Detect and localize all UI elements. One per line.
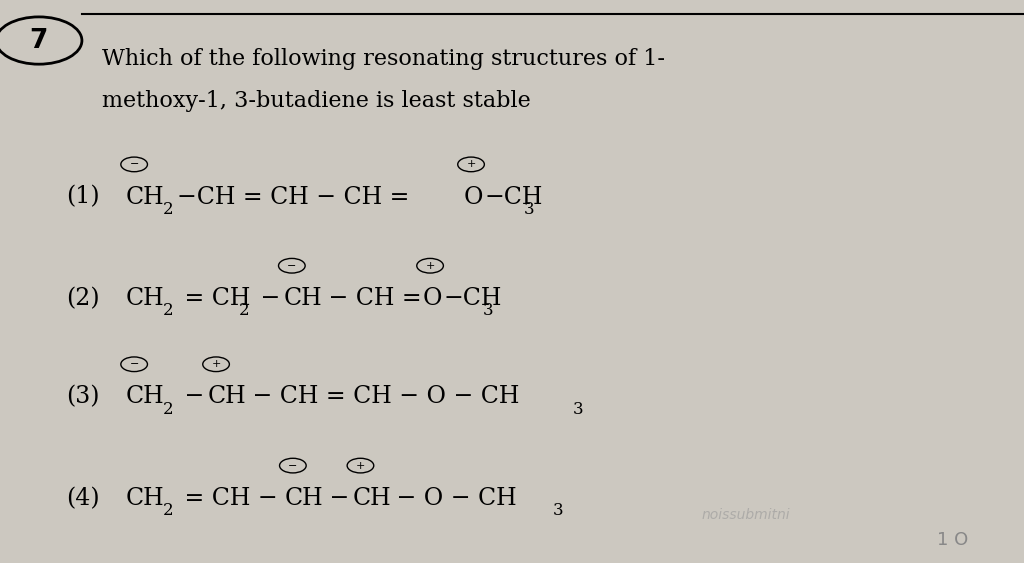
- Text: = CH: = CH: [177, 287, 251, 310]
- Text: 2: 2: [239, 302, 249, 319]
- Text: (4): (4): [67, 487, 100, 510]
- Text: 2: 2: [163, 401, 173, 418]
- Text: = CH −: = CH −: [177, 487, 286, 510]
- Text: (2): (2): [67, 287, 100, 310]
- Text: 3: 3: [572, 401, 583, 418]
- Text: −CH: −CH: [443, 287, 502, 310]
- Text: methoxy-1, 3-butadiene is least stable: methoxy-1, 3-butadiene is least stable: [102, 90, 531, 113]
- Text: 1 O: 1 O: [937, 531, 969, 549]
- Text: (3): (3): [67, 386, 100, 408]
- Text: Which of the following resonating structures of 1-: Which of the following resonating struct…: [102, 48, 666, 70]
- Text: 3: 3: [523, 201, 534, 218]
- Text: − O − CH: − O − CH: [389, 487, 517, 510]
- Text: − CH = CH − O − CH: − CH = CH − O − CH: [245, 386, 519, 408]
- Text: CH: CH: [352, 487, 391, 510]
- Text: CH: CH: [284, 287, 323, 310]
- Text: −: −: [129, 159, 139, 169]
- Text: CH: CH: [208, 386, 247, 408]
- Text: 7: 7: [30, 28, 48, 53]
- Text: O: O: [423, 287, 442, 310]
- Text: − CH =: − CH =: [321, 287, 429, 310]
- Text: −: −: [288, 461, 298, 471]
- Text: CH: CH: [126, 487, 165, 510]
- Text: 2: 2: [163, 502, 173, 519]
- Text: 2: 2: [163, 302, 173, 319]
- Text: CH: CH: [126, 186, 165, 208]
- Text: −: −: [253, 287, 288, 310]
- Text: +: +: [466, 159, 476, 169]
- Text: noissubmitni: noissubmitni: [701, 508, 791, 522]
- Text: +: +: [211, 359, 221, 369]
- Text: CH: CH: [285, 487, 324, 510]
- Text: 2: 2: [163, 201, 173, 218]
- Text: −: −: [322, 487, 356, 510]
- Text: −CH = CH − CH =: −CH = CH − CH =: [177, 186, 417, 208]
- Text: 3: 3: [482, 302, 493, 319]
- Text: CH: CH: [126, 386, 165, 408]
- Text: +: +: [355, 461, 366, 471]
- Text: −: −: [287, 261, 297, 271]
- Text: −: −: [129, 359, 139, 369]
- Text: (1): (1): [67, 186, 100, 208]
- Text: +: +: [425, 261, 435, 271]
- Text: O: O: [464, 186, 483, 208]
- Text: CH: CH: [126, 287, 165, 310]
- Text: −CH: −CH: [484, 186, 543, 208]
- Text: −: −: [177, 386, 212, 408]
- Text: 3: 3: [553, 502, 563, 519]
